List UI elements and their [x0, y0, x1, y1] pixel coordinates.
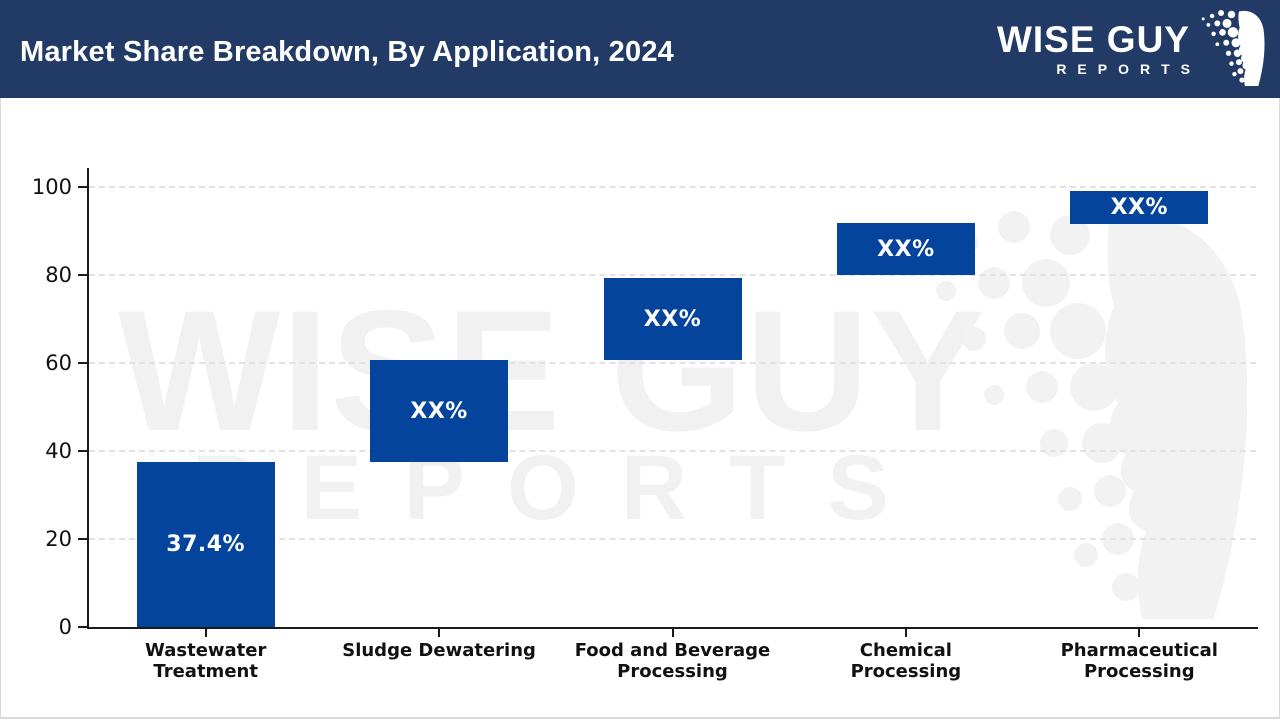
- bar-wastewater-treatment: 37.4%: [136, 462, 275, 627]
- y-axis-tick: [78, 538, 87, 540]
- category-label-line: Pharmaceutical: [1060, 640, 1218, 661]
- bar-value-label: XX%: [410, 398, 468, 424]
- bar-value-label: XX%: [877, 236, 935, 262]
- logo-brand-name: WISE GUY: [996, 18, 1190, 60]
- logo-brand-subtitle: REPORTS: [1056, 60, 1201, 77]
- x-axis-tick: [1138, 629, 1141, 637]
- panel-border-bottom: [0, 717, 1280, 719]
- category-label-line: Sludge Dewatering: [342, 640, 536, 661]
- x-axis-tick: [904, 629, 907, 637]
- y-axis-tick-label: 0: [58, 615, 72, 639]
- category-label-line: Food and Beverage: [574, 640, 771, 661]
- y-axis-tick: [78, 626, 87, 628]
- header-bar: Market Share Breakdown, By Application, …: [0, 0, 1280, 98]
- gridline-80: [89, 274, 1256, 276]
- x-axis-category-label: Wastewater Treatment: [89, 640, 322, 682]
- category-label-line: Treatment: [153, 661, 258, 682]
- x-axis-category-label: Sludge Dewatering: [322, 640, 555, 661]
- category-label-line: Wastewater: [145, 640, 267, 661]
- gridline-20: [89, 538, 1256, 540]
- bar-value-label: 37.4%: [166, 532, 246, 558]
- gridline-100: [89, 186, 1256, 188]
- y-axis: [87, 168, 89, 629]
- y-axis-tick: [78, 186, 87, 188]
- bar-sludge-dewatering: XX%: [370, 360, 509, 463]
- watermark-text-line2: REPORTS: [192, 437, 931, 539]
- x-axis-category-label: Food and Beverage Processing: [556, 640, 789, 682]
- page-title: Market Share Breakdown, By Application, …: [20, 36, 674, 68]
- bar-value-label: XX%: [643, 306, 702, 332]
- x-axis-category-label: Pharmaceutical Processing: [1023, 640, 1256, 682]
- bar-food-and-beverage-processing: XX%: [603, 278, 742, 361]
- x-axis-tick: [671, 629, 674, 637]
- y-axis-tick: [78, 362, 87, 364]
- y-axis-tick-label: 100: [31, 175, 72, 199]
- y-axis-tick: [78, 274, 87, 276]
- y-axis-tick: [78, 450, 87, 452]
- panel-border-left: [0, 98, 1, 717]
- x-axis-category-label: Chemical Processing: [789, 640, 1022, 682]
- gridline-40: [89, 450, 1256, 452]
- logo-face-icon: [1201, 9, 1265, 87]
- y-axis-tick-label: 80: [45, 263, 72, 287]
- y-axis-tick-label: 20: [45, 527, 72, 551]
- bar-value-label: XX%: [1110, 194, 1169, 220]
- wiseguy-logo: WISE GUY REPORTS: [997, 7, 1268, 89]
- x-axis-tick: [204, 629, 207, 637]
- x-axis: [87, 627, 1258, 629]
- gridline-60: [89, 362, 1256, 364]
- category-label-line: Chemical: [859, 640, 952, 661]
- y-axis-tick-label: 40: [45, 439, 72, 463]
- y-axis-tick-label: 60: [45, 351, 72, 375]
- logo-text: WISE GUY REPORTS: [996, 18, 1190, 77]
- x-axis-tick: [438, 629, 441, 637]
- bar-chemical-processing: XX%: [836, 222, 975, 276]
- bar-pharmaceutical-processing: XX%: [1070, 190, 1209, 224]
- category-label-line: Processing: [850, 661, 962, 682]
- category-label-line: Processing: [617, 661, 728, 682]
- category-label-line: Processing: [1083, 661, 1195, 682]
- watermark-text-line1: WISE GUY: [118, 275, 987, 467]
